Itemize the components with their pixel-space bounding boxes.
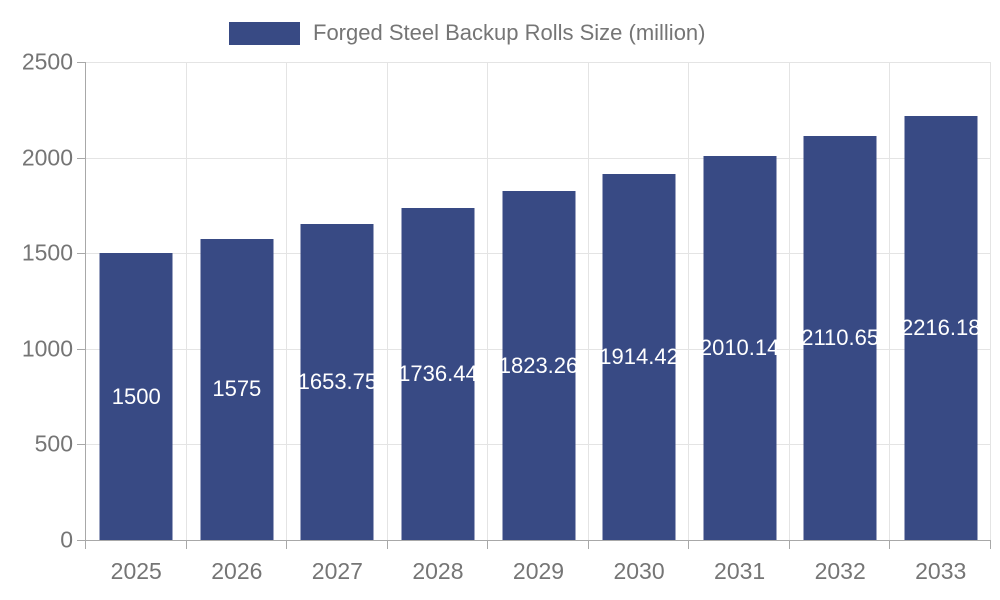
y-tick-label: 1500: [21, 239, 73, 266]
bar-value-label: 1575: [212, 376, 262, 402]
bar-2030: 1914.42: [602, 173, 676, 540]
gridline-vertical: [990, 62, 991, 540]
x-tick-label: 2026: [211, 558, 263, 584]
bar-2025: 1500: [99, 253, 173, 540]
y-tick-label: 1000: [21, 335, 73, 362]
gridline-vertical: [386, 62, 388, 540]
y-axis-tick: [77, 540, 85, 541]
gridline-vertical: [185, 62, 187, 540]
x-axis-tick: [889, 540, 891, 549]
bar-2026: 1575: [200, 238, 274, 540]
x-tick-label: 2033: [915, 558, 967, 584]
x-tick-label: 2030: [613, 558, 665, 584]
x-tick-label: 2028: [412, 558, 464, 584]
gridline-vertical: [487, 62, 489, 540]
x-axis-tick: [85, 540, 86, 549]
y-axis-tick: [77, 62, 85, 63]
gridline-vertical: [788, 62, 790, 540]
plot-area: 0 500 1000 1500 2000 2500 1500 2025 1575 2026 1653…: [22, 50, 991, 583]
legend-label: Forged Steel Backup Rolls Size (million): [313, 20, 706, 45]
y-tick-label: 0: [60, 526, 73, 553]
bar-2033: 2216.18: [904, 116, 978, 540]
y-tick-label: 500: [34, 430, 73, 457]
y-tick-label: 2000: [21, 144, 73, 171]
y-tick-label: 2500: [21, 48, 73, 75]
bar-2029: 1823.26: [502, 191, 575, 540]
x-tick-label: 2031: [714, 558, 766, 584]
gridline-horizontal: [86, 157, 991, 159]
bar-value-label: 1823.26: [502, 352, 575, 378]
y-axis-tick: [77, 157, 85, 159]
bar-2028: 1736.44: [401, 207, 475, 540]
x-axis-tick: [990, 540, 991, 549]
bar-2027: 1653.75: [300, 223, 374, 540]
bar-2031: 2010.14: [703, 155, 777, 540]
y-axis-tick: [77, 348, 85, 350]
x-axis-tick: [286, 540, 288, 549]
y-axis-tick: [77, 444, 85, 446]
bar-value-label: 1914.42: [602, 343, 676, 369]
x-axis-tick: [487, 540, 489, 549]
bar-value-label: 2216.18: [904, 315, 978, 341]
bar-2032: 2110.65: [803, 136, 877, 540]
x-tick-label: 2025: [110, 558, 162, 584]
x-tick-label: 2029: [512, 558, 565, 584]
gridline-vertical: [286, 62, 288, 540]
x-axis-tick: [788, 540, 790, 549]
legend[interactable]: Forged Steel Backup Rolls Size (million): [229, 20, 706, 46]
gridline-horizontal: [86, 62, 991, 63]
x-axis-tick: [688, 540, 690, 549]
gridline-vertical: [889, 62, 891, 540]
bar-value-label: 1500: [111, 383, 161, 409]
bar-value-label: 1736.44: [401, 360, 475, 386]
y-axis-tick: [77, 253, 85, 255]
gridline-vertical: [688, 62, 690, 540]
x-axis-tick: [587, 540, 589, 549]
x-axis-tick: [386, 540, 388, 549]
bar-value-label: 2110.65: [803, 325, 877, 351]
legend-swatch-icon: [229, 21, 300, 45]
x-axis-tick: [185, 540, 187, 549]
bar-value-label: 2010.14: [703, 334, 777, 360]
bar-value-label: 1653.75: [300, 368, 374, 394]
x-tick-label: 2027: [311, 558, 363, 584]
gridline-vertical: [587, 62, 589, 540]
x-tick-label: 2032: [814, 558, 866, 584]
